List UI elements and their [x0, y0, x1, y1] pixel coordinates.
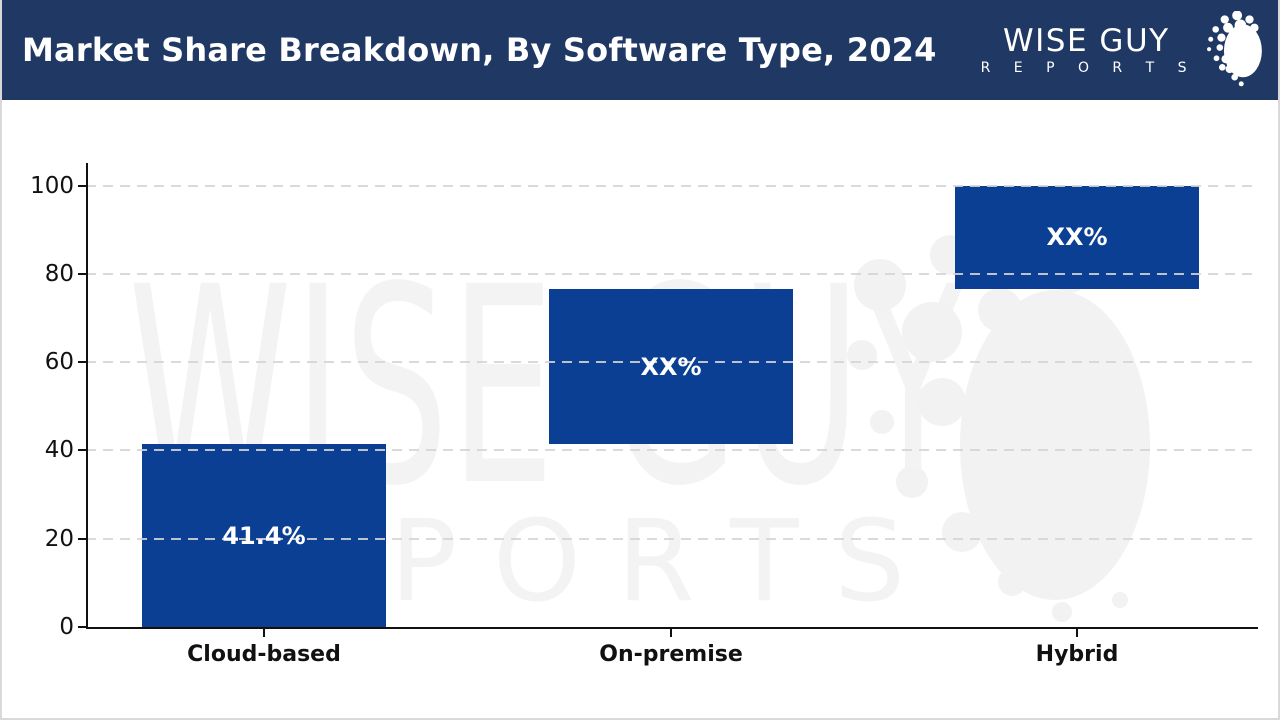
x-tickmark-2: [1076, 629, 1078, 637]
axis-spines: [86, 163, 1258, 629]
y-tick-label-0: 0: [59, 614, 74, 640]
y-gridline-20: [86, 537, 1258, 540]
wiseguy-logo: WISE GUY R E P O R T S: [977, 11, 1266, 89]
y-tick-label-80: 80: [44, 260, 74, 287]
chart-title: Market Share Breakdown, By Software Type…: [22, 31, 937, 69]
y-tickmark-100: [78, 184, 86, 187]
header-bar: Market Share Breakdown, By Software Type…: [2, 0, 1278, 100]
logo-wordmark: WISE GUY R E P O R T S: [977, 22, 1196, 76]
x-tick-label-1: On-premise: [599, 642, 743, 667]
x-tick-label-2: Hybrid: [1035, 642, 1119, 667]
y-tick-label-60: 60: [44, 349, 74, 376]
bar-value-label: 41.4%: [222, 521, 306, 550]
logo-line-reports: R E P O R T S: [980, 59, 1196, 76]
head-dots-icon: [1207, 11, 1262, 87]
x-tickmark-0: [263, 629, 265, 637]
x-tickmark-1: [670, 629, 672, 637]
bar-value-label: XX%: [640, 352, 702, 381]
y-tickmark-60: [78, 361, 86, 364]
bar-hybrid: [955, 185, 1199, 289]
bar-on-premise: [549, 288, 793, 445]
y-tickmark-80: [78, 272, 86, 275]
bar-cloud-based: [142, 444, 386, 627]
chart-area: WISE GUY R E P O R T S 0 20 40 60 80 100 41.4%…: [2, 100, 1278, 718]
y-tick-label-20: 20: [44, 525, 74, 552]
y-tick-label-100: 100: [30, 172, 74, 199]
y-gridline-60: [86, 361, 1258, 364]
bar-chart: 0 20 40 60 80 100 41.4% Cloud-based XX% On-premis…: [2, 100, 1278, 718]
y-gridline-100: [86, 184, 1258, 187]
y-gridline-80: [86, 272, 1258, 275]
x-tick-label-0: Cloud-based: [187, 642, 341, 667]
bar-value-label: XX%: [1046, 223, 1108, 252]
y-gridline-40: [86, 449, 1258, 452]
y-tick-label-40: 40: [44, 437, 74, 464]
y-tickmark-40: [78, 449, 86, 452]
y-tickmark-0: [78, 626, 86, 628]
y-tickmark-20: [78, 537, 86, 540]
logo-line-wiseguy: WISE GUY: [1003, 22, 1170, 59]
